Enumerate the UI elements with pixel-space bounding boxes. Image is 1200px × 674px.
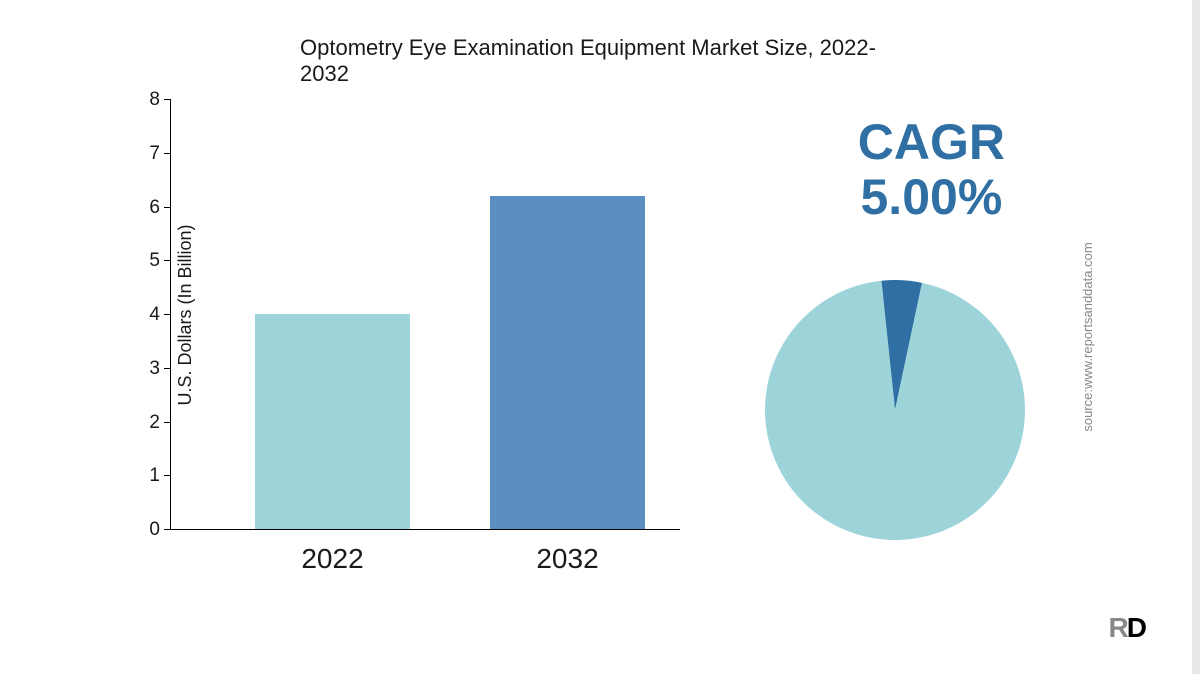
logo-d: D: [1127, 612, 1145, 643]
y-tick-label: 2: [140, 412, 160, 434]
y-tick: [164, 422, 171, 423]
y-tick: [164, 260, 171, 261]
y-tick-label: 3: [140, 358, 160, 380]
right-edge-strip: [1192, 0, 1200, 674]
y-tick: [164, 314, 171, 315]
y-tick: [164, 99, 171, 100]
bar: [255, 314, 410, 529]
bar-chart-area: U.S. Dollars (In Billion) 012345678 2022…: [145, 100, 685, 530]
y-axis-line: [170, 100, 171, 530]
pie-chart-area: [765, 280, 1025, 540]
y-tick-label: 5: [140, 250, 160, 272]
x-axis-line: [170, 529, 680, 530]
chart-container: Optometry Eye Examination Equipment Mark…: [0, 0, 1200, 674]
cagr-text-1: CAGR: [858, 115, 1005, 170]
pie-chart-svg: [765, 280, 1025, 540]
y-tick: [164, 207, 171, 208]
y-tick: [164, 475, 171, 476]
y-axis-label: U.S. Dollars (In Billion): [175, 224, 196, 405]
y-tick: [164, 368, 171, 369]
source-text: source:www.reportsanddata.com: [1080, 242, 1095, 431]
logo-r: R: [1109, 612, 1127, 643]
x-category-label: 2032: [536, 543, 598, 575]
chart-title: Optometry Eye Examination Equipment Mark…: [300, 35, 900, 87]
y-tick: [164, 529, 171, 530]
y-tick-label: 8: [140, 89, 160, 111]
x-category-label: 2022: [301, 543, 363, 575]
y-tick: [164, 153, 171, 154]
y-tick-label: 7: [140, 143, 160, 165]
y-tick-label: 4: [140, 304, 160, 326]
y-tick-label: 6: [140, 197, 160, 219]
bar: [490, 196, 645, 529]
cagr-text-2: 5.00%: [858, 170, 1005, 225]
cagr-label: CAGR 5.00%: [858, 115, 1005, 225]
brand-logo: RD: [1109, 612, 1145, 644]
y-tick-label: 0: [140, 519, 160, 541]
y-tick-label: 1: [140, 465, 160, 487]
